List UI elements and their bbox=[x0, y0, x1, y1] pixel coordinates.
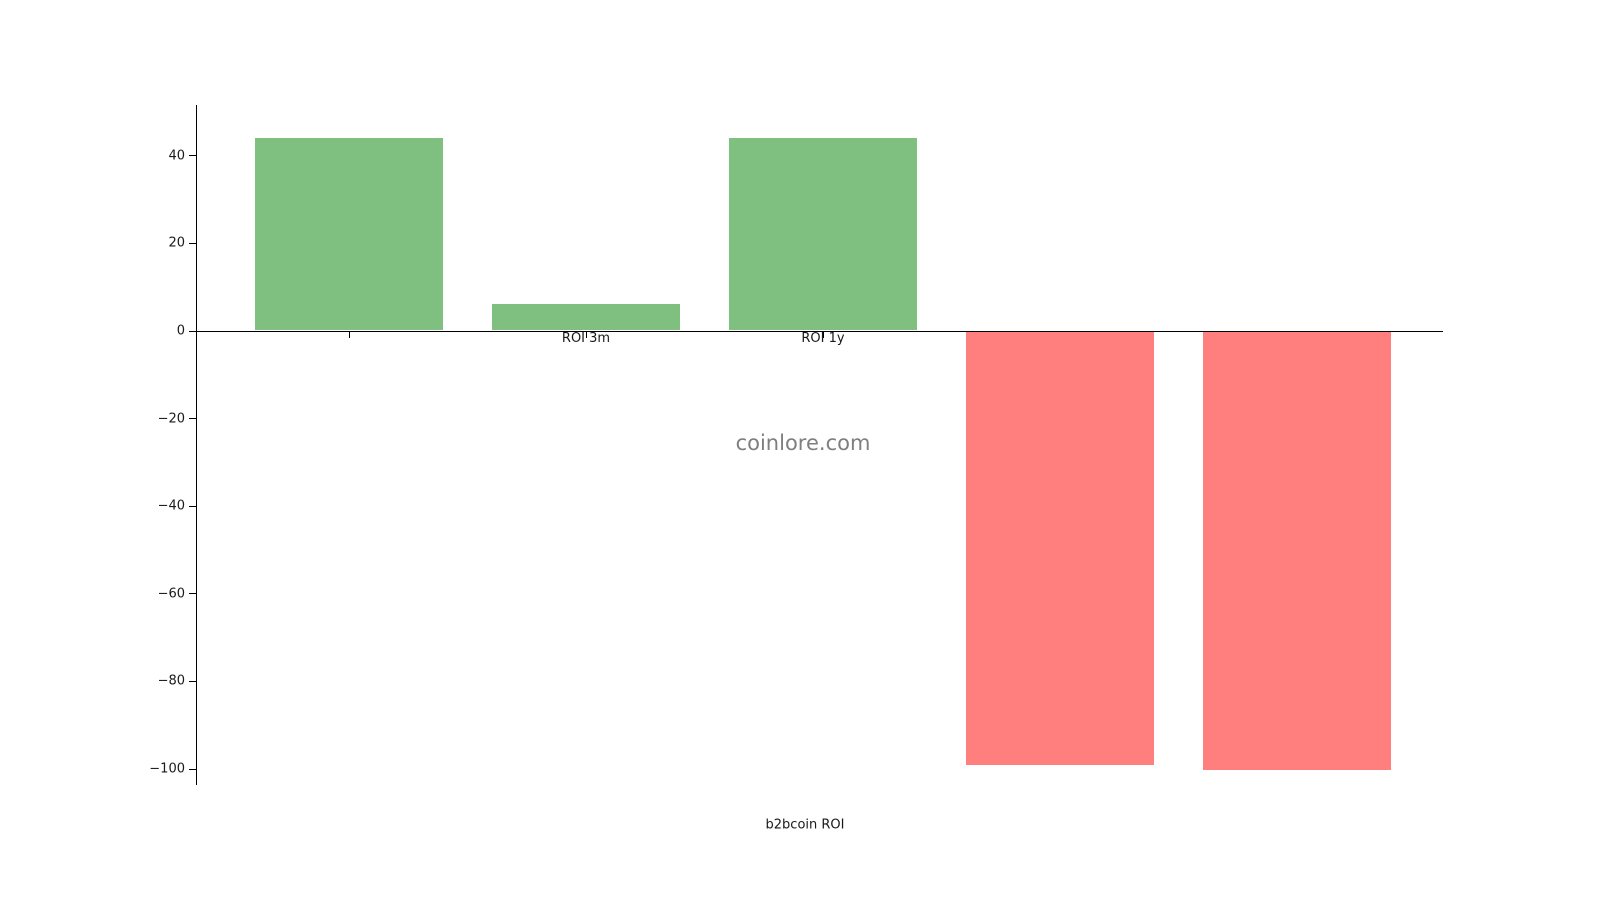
chart-bar bbox=[1203, 331, 1391, 770]
y-tick-line bbox=[189, 330, 196, 332]
y-tick-label: −100 bbox=[149, 761, 185, 777]
y-tick-label: −80 bbox=[157, 673, 185, 689]
y-tick-label: 0 bbox=[176, 323, 185, 339]
x-tick-label: ROI 1y bbox=[801, 331, 845, 346]
y-tick-label: 20 bbox=[168, 235, 185, 251]
x-tick-label: ROI 3m bbox=[561, 331, 611, 346]
y-tick-line bbox=[189, 505, 196, 507]
x-tick-line bbox=[823, 330, 824, 338]
watermark: coinlore.com bbox=[735, 431, 871, 455]
y-tick-line bbox=[189, 242, 196, 244]
y-tick-line bbox=[189, 593, 196, 595]
y-tick-line bbox=[189, 680, 196, 682]
x-tick-line bbox=[586, 330, 587, 338]
x-tick-line bbox=[349, 330, 350, 338]
chart-bar bbox=[729, 137, 917, 331]
y-tick-label: 40 bbox=[168, 148, 185, 164]
y-tick-label: −20 bbox=[157, 411, 185, 427]
y-tick-label: −40 bbox=[157, 498, 185, 514]
y-tick-line bbox=[189, 155, 196, 157]
chart-bar bbox=[492, 304, 680, 331]
y-tick-line bbox=[189, 768, 196, 770]
chart-title: b2bcoin ROI bbox=[765, 817, 845, 833]
y-axis-spine bbox=[196, 105, 197, 785]
y-tick-label: −60 bbox=[157, 586, 185, 602]
y-tick-line bbox=[189, 418, 196, 420]
x-axis-zero-line bbox=[196, 330, 1443, 332]
chart-bar bbox=[255, 137, 443, 331]
chart-bar bbox=[966, 331, 1154, 766]
